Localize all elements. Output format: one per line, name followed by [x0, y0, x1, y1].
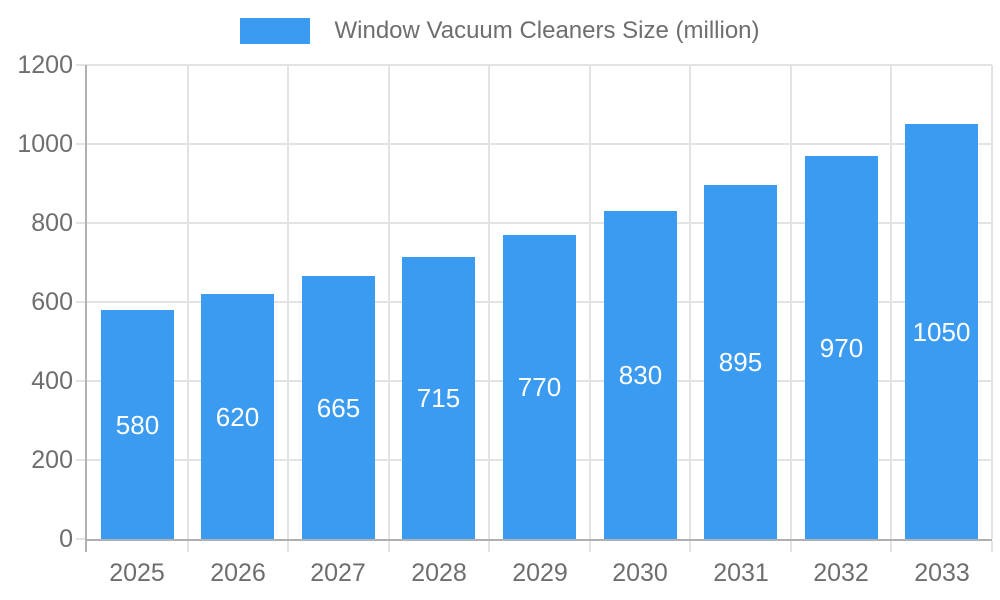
bar-2027[interactable]: 665: [302, 276, 375, 539]
bar-value-label: 970: [819, 332, 864, 363]
x-axis-tick: [287, 541, 289, 552]
y-axis-tick: [76, 64, 87, 66]
y-axis-tick-label: 400: [31, 367, 73, 395]
x-axis-tick: [790, 541, 792, 552]
x-axis-tick: [589, 541, 591, 552]
y-axis-tick-label: 800: [31, 209, 73, 237]
x-axis-tick: [890, 541, 892, 552]
bar-2029[interactable]: 770: [503, 235, 576, 539]
x-axis-tick-label: 2029: [512, 559, 568, 587]
bar-2031[interactable]: 895: [704, 185, 777, 539]
y-axis-tick-label: 600: [31, 288, 73, 316]
gridline-vertical: [589, 65, 591, 539]
legend-swatch: [240, 18, 311, 44]
x-axis-tick-label: 2027: [310, 559, 366, 587]
bar-value-label: 580: [115, 409, 160, 440]
y-axis-tick-label: 200: [31, 446, 73, 474]
gridline-vertical: [488, 65, 490, 539]
bar-2028[interactable]: 715: [402, 257, 475, 539]
x-axis-tick-label: 2030: [612, 559, 668, 587]
gridline-horizontal: [87, 64, 992, 66]
y-axis-tick: [76, 222, 87, 224]
x-axis-tick: [488, 541, 490, 552]
y-axis-line: [85, 65, 87, 552]
bar-value-label: 665: [316, 392, 361, 423]
x-axis-tick: [689, 541, 691, 552]
y-axis-tick: [76, 459, 87, 461]
bar-value-label: 1050: [912, 316, 971, 347]
x-axis-tick-label: 2025: [109, 559, 165, 587]
bar-2026[interactable]: 620: [201, 294, 274, 539]
bar-value-label: 620: [215, 401, 260, 432]
y-axis-tick-label: 1200: [17, 51, 73, 79]
x-axis-line: [86, 539, 992, 541]
y-axis-tick: [76, 538, 87, 540]
gridline-horizontal: [87, 222, 992, 224]
x-axis-tick: [991, 541, 993, 552]
bar-value-label: 770: [517, 372, 562, 402]
gridline-vertical: [287, 65, 289, 539]
y-axis-tick-label: 1000: [17, 130, 73, 158]
gridline-vertical: [790, 65, 792, 539]
y-axis-tick: [76, 143, 87, 145]
legend[interactable]: Window Vacuum Cleaners Size (million): [0, 8, 1000, 54]
x-axis-tick: [388, 541, 390, 552]
gridline-horizontal: [87, 143, 992, 145]
gridline-vertical: [890, 65, 892, 539]
gridline-vertical: [187, 65, 189, 539]
bar-value-label: 715: [416, 383, 461, 413]
gridline-vertical: [991, 65, 993, 539]
x-axis-tick-label: 2032: [813, 559, 869, 587]
x-axis-tick: [187, 541, 189, 552]
gridline-vertical: [388, 65, 390, 539]
bar-2032[interactable]: 970: [805, 156, 878, 539]
bar-value-label: 830: [618, 360, 663, 390]
bar-2033[interactable]: 1050: [905, 124, 978, 539]
bar-2030[interactable]: 830: [604, 211, 677, 539]
x-axis-tick-label: 2033: [914, 559, 970, 587]
gridline-vertical: [689, 65, 691, 539]
legend-label: Window Vacuum Cleaners Size (million): [334, 17, 760, 44]
x-axis-tick-label: 2026: [210, 559, 266, 587]
x-axis-tick-label: 2031: [713, 559, 769, 587]
bar-2025[interactable]: 580: [101, 310, 174, 539]
y-axis-tick: [76, 380, 87, 382]
y-axis-tick-label: 0: [59, 525, 73, 553]
x-axis-tick-label: 2028: [411, 559, 467, 587]
y-axis-tick: [76, 301, 87, 303]
bar-value-label: 895: [718, 347, 763, 377]
